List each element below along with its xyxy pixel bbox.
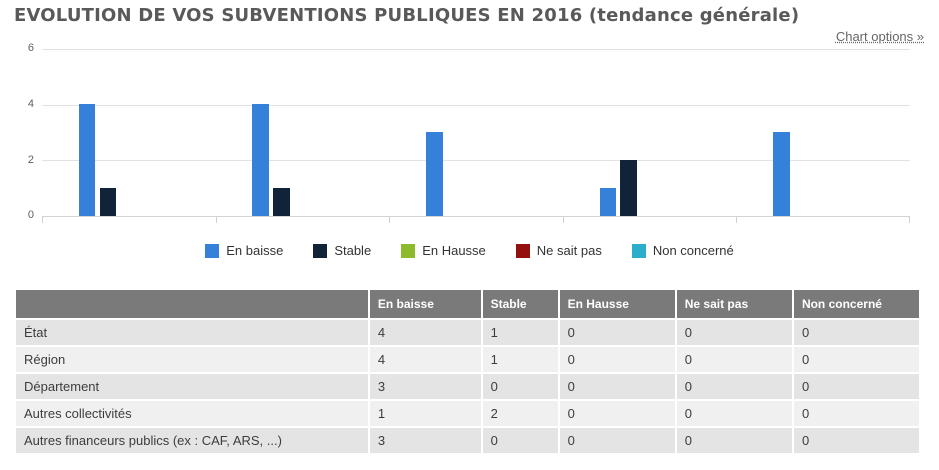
legend-item-en-baisse[interactable]: En baisse: [205, 243, 283, 258]
gridline: [42, 49, 910, 50]
table-cell: 0: [676, 428, 792, 453]
legend-label: Stable: [334, 243, 372, 258]
x-axis-tick: [42, 217, 43, 223]
legend-label: En Hausse: [422, 243, 486, 258]
table-cell: 0: [482, 428, 558, 453]
table-cell: 1: [482, 320, 558, 345]
bar-stable: [273, 188, 290, 216]
table-cell: 0: [559, 320, 675, 345]
chart-plot-area: [42, 49, 910, 223]
table-header-row: En baisse Stable En Hausse Ne sait pas N…: [16, 290, 919, 318]
gridline: [42, 160, 910, 162]
y-axis-tick-label: 6: [27, 42, 34, 54]
chart-options-link[interactable]: Chart options »: [835, 29, 924, 44]
legend-label: Ne sait pas: [536, 243, 602, 258]
x-axis-line: [42, 216, 910, 217]
legend-swatch-en-baisse: [205, 243, 220, 258]
legend-swatch-ne-sait-pas: [515, 243, 530, 258]
table-row: Région 4 1 0 0 0: [16, 347, 919, 372]
row-label-cell: État: [16, 320, 368, 345]
legend-item-stable[interactable]: Stable: [313, 243, 371, 258]
legend-item-en-hausse[interactable]: En Hausse: [401, 243, 486, 258]
table-cell: 0: [559, 401, 675, 426]
table-cell: 4: [369, 347, 481, 372]
y-axis-tick-label: 4: [27, 98, 34, 110]
bar-stable: [620, 160, 638, 216]
table-row: Autres financeurs publics (ex : CAF, ARS…: [16, 428, 919, 453]
table-cell: 0: [793, 320, 919, 345]
y-axis-tick-label: 0: [27, 209, 34, 221]
legend-item-ne-sait-pas[interactable]: Ne sait pas: [515, 243, 602, 258]
legend-swatch-en-hausse: [401, 243, 416, 258]
bar-en-baisse: [252, 104, 270, 216]
bar-en-baisse: [599, 188, 617, 216]
table-cell: 0: [559, 347, 675, 372]
legend-item-non-concerne[interactable]: Non concerné: [631, 243, 734, 258]
x-axis-tick: [909, 217, 910, 223]
table-cell: 0: [559, 374, 675, 399]
table-header-cell-stable: Stable: [482, 290, 558, 318]
bar-en-baisse: [773, 132, 790, 216]
row-label-cell: Autres collectivités: [16, 401, 368, 426]
table-cell: 0: [676, 347, 792, 372]
table-cell: 3: [369, 374, 481, 399]
y-axis-tick-label: 2: [27, 154, 34, 166]
bar-group-autres-collectivites: [563, 49, 737, 217]
results-table: En baisse Stable En Hausse Ne sait pas N…: [14, 288, 921, 455]
table-cell: 0: [676, 374, 792, 399]
table-row: Département 3 0 0 0 0: [16, 374, 919, 399]
table-cell: 1: [369, 401, 481, 426]
legend-swatch-non-concerne: [631, 243, 646, 258]
row-label-cell: Département: [16, 374, 368, 399]
table-header-cell-en-baisse: En baisse: [369, 290, 481, 318]
chart-legend: En baisse Stable En Hausse Ne sait pas N…: [0, 243, 939, 258]
bar-group-autres-financeurs-publics-ex-caf-ars-: [736, 49, 910, 217]
bar-en-baisse: [425, 132, 443, 216]
table-cell: 1: [482, 347, 558, 372]
x-axis-tick: [562, 217, 564, 223]
table-cell: 0: [676, 320, 792, 345]
row-label-cell: Région: [16, 347, 368, 372]
table-header-cell-non-concerne: Non concerné: [793, 290, 919, 318]
row-label-cell: Autres financeurs publics (ex : CAF, ARS…: [16, 428, 368, 453]
table-cell: 0: [793, 428, 919, 453]
x-axis-tick: [389, 217, 391, 223]
table-header-cell-ne-sait-pas: Ne sait pas: [676, 290, 792, 318]
x-axis-tick: [215, 217, 217, 223]
table-cell: 4: [369, 320, 481, 345]
table-cell: 0: [793, 347, 919, 372]
table-cell: 3: [369, 428, 481, 453]
gridline: [42, 104, 910, 106]
legend-label: Non concerné: [652, 243, 734, 258]
table-cell: 0: [482, 374, 558, 399]
table-header-cell-en-hausse: En Hausse: [559, 290, 675, 318]
table-cell: 0: [793, 374, 919, 399]
bar-group-region: [216, 49, 390, 217]
table-header-cell-empty: [16, 290, 368, 318]
bar-group-departement: [389, 49, 563, 217]
bar-en-baisse: [78, 104, 96, 216]
bar-stable: [99, 188, 117, 216]
table-cell: 2: [482, 401, 558, 426]
table-cell: 0: [676, 401, 792, 426]
table-row: État 4 1 0 0 0: [16, 320, 919, 345]
legend-label: En baisse: [226, 243, 284, 258]
table-cell: 0: [559, 428, 675, 453]
table-cell: 0: [793, 401, 919, 426]
legend-swatch-stable: [313, 243, 328, 258]
x-axis-tick: [736, 217, 738, 223]
table-row: Autres collectivités 1 2 0 0 0: [16, 401, 919, 426]
page-title: EVOLUTION DE VOS SUBVENTIONS PUBLIQUES E…: [14, 5, 800, 26]
bar-group-etat: [42, 49, 216, 217]
